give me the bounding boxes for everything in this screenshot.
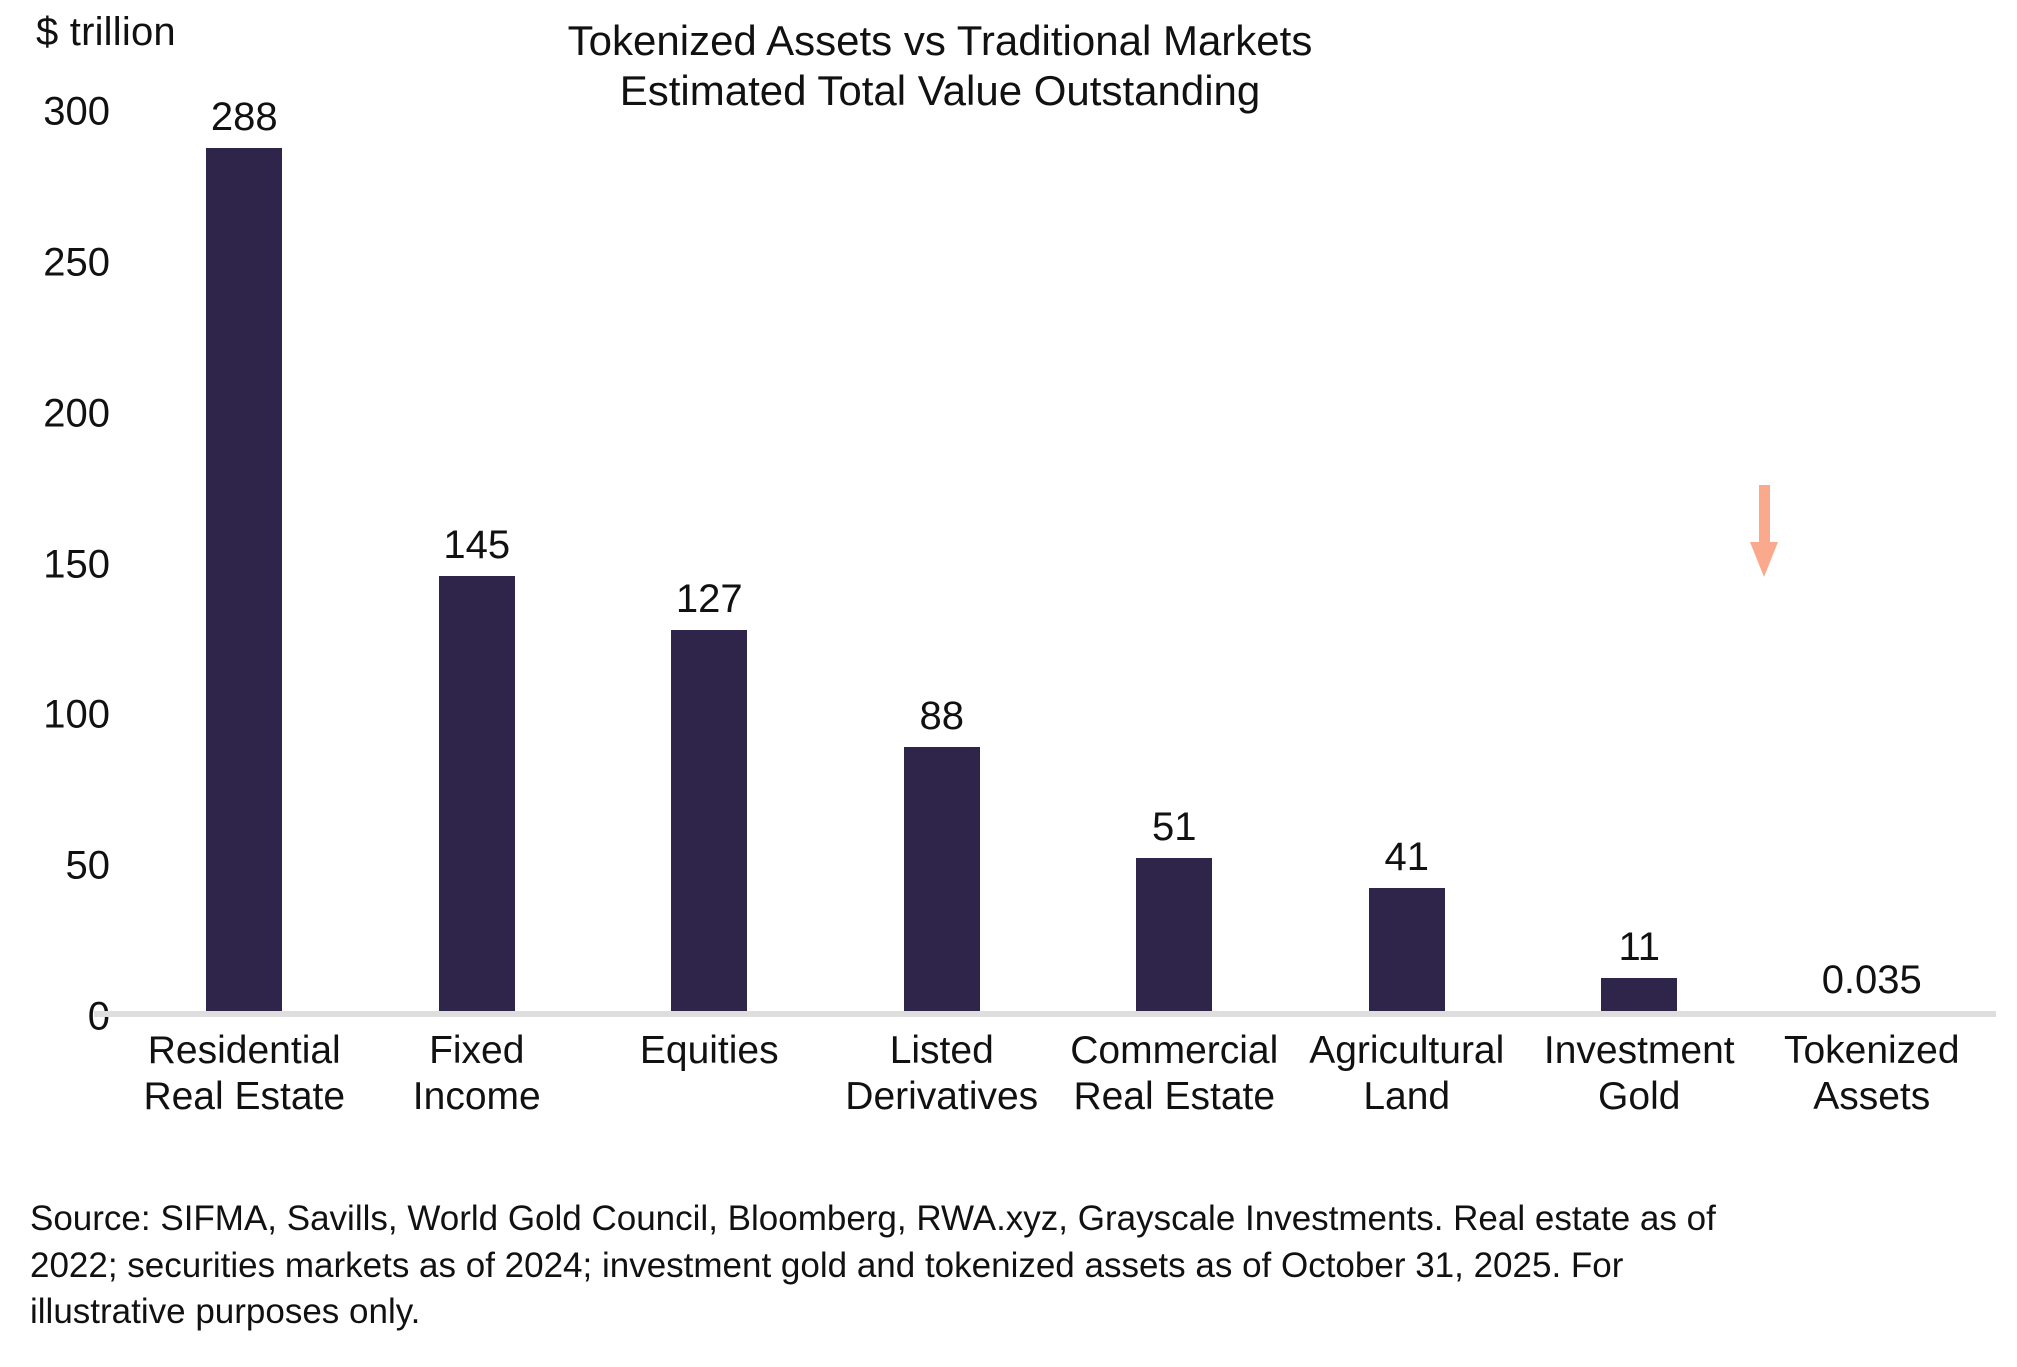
bar-slot-tokenized-assets[interactable]: 0.035	[1756, 112, 1989, 1011]
x-label-line: Tokenized	[1783, 1029, 1960, 1072]
source-line: Source: SIFMA, Savills, World Gold Counc…	[30, 1199, 1716, 1238]
x-label-line: Investment	[1543, 1029, 1735, 1072]
bar-slot-equities[interactable]: 127	[593, 112, 826, 1011]
y-tick-0: 0	[88, 995, 110, 1040]
x-label-line: Agricultural	[1309, 1029, 1505, 1072]
bar-rect[interactable]	[671, 630, 748, 1011]
bar-series: 288 145 127 88 51 41 11 0.035	[128, 95, 1989, 1011]
arrow-head	[1750, 542, 1778, 577]
chart-title: Tokenized Assets vs Traditional Markets	[567, 17, 1313, 64]
down-arrow-icon	[1744, 485, 1784, 577]
arrow-shaft	[1759, 485, 1770, 547]
bar-value-label: 51	[1152, 805, 1197, 850]
x-label-line: Residential	[147, 1029, 341, 1072]
bar-slot-listed-derivatives[interactable]: 88	[826, 112, 1059, 1011]
bar-value-label: 0.035	[1821, 958, 1922, 1002]
bar-slot-investment-gold[interactable]: 11	[1523, 112, 1756, 1011]
bar-value-label: 88	[919, 694, 965, 739]
y-tick-250: 250	[43, 240, 110, 285]
bar-slot-fixed-income[interactable]: 145	[361, 112, 594, 1011]
y-tick-200: 200	[43, 391, 110, 436]
x-label-tokenized-assets: Tokenized Assets	[1756, 1028, 1989, 1120]
source-line: 2022; securities markets as of 2024; inv…	[30, 1245, 1624, 1285]
source-note: Source: SIFMA, Savills, World Gold Counc…	[30, 1196, 1990, 1336]
bar-rect[interactable]	[1368, 888, 1445, 1011]
source-line: illustrative purposes only.	[30, 1292, 421, 1332]
x-label-agricultural-land: Agricultural Land	[1291, 1028, 1524, 1120]
x-label-line: Listed	[889, 1029, 994, 1072]
bar-value-label: 127	[675, 577, 743, 622]
bar-slot-commercial-real-estate[interactable]: 51	[1058, 112, 1291, 1011]
bar-value-label: 145	[443, 523, 511, 568]
x-label-commercial-real-estate: Commercial Real Estate	[1058, 1028, 1291, 1120]
bar-slot-agricultural-land[interactable]: 41	[1291, 112, 1524, 1011]
x-label-line: Real Estate	[143, 1075, 346, 1119]
bar-rect[interactable]	[903, 747, 980, 1011]
bar-rect[interactable]	[438, 576, 515, 1011]
x-label-listed-derivatives: Listed Derivatives	[826, 1028, 1059, 1120]
x-label-line: Real Estate	[1073, 1075, 1276, 1119]
y-tick-300: 300	[43, 89, 110, 134]
y-axis-unit-label: $ trillion	[36, 10, 176, 54]
y-tick-50: 50	[65, 843, 111, 888]
chart-subtitle: Estimated Total Value Outstanding	[619, 66, 1261, 114]
bar-value-label: 11	[1618, 925, 1661, 970]
x-label-equities: Equities	[593, 1028, 826, 1120]
x-label-line: Gold	[1598, 1075, 1681, 1119]
x-axis-baseline	[94, 1011, 1996, 1017]
bar-value-label: 288	[210, 94, 278, 139]
bar-slot-residential-real-estate[interactable]: 288	[128, 95, 361, 1011]
x-label-line: Equities	[639, 1029, 779, 1072]
x-label-line: Derivatives	[845, 1075, 1039, 1119]
x-label-line: Commercial	[1070, 1029, 1279, 1072]
x-label-line: Land	[1363, 1075, 1451, 1119]
bar-rect[interactable]	[1601, 978, 1678, 1011]
x-label-line: Assets	[1813, 1075, 1931, 1119]
bar-value-label: 41	[1384, 835, 1430, 880]
x-axis-labels: Residential Real Estate Fixed Income Equ…	[128, 1028, 1988, 1120]
x-label-line: Income	[412, 1075, 541, 1119]
bar-rect[interactable]	[206, 147, 283, 1011]
plot-area: 300 250 200 150 100 50 0 288 145 127 88 …	[43, 90, 1996, 1039]
y-tick-150: 150	[43, 542, 110, 586]
y-tick-100: 100	[43, 692, 110, 737]
bar-rect[interactable]	[1136, 858, 1213, 1011]
chart-title-block: Tokenized Assets vs Traditional Markets …	[260, 16, 1620, 115]
x-label-fixed-income: Fixed Income	[361, 1028, 594, 1120]
x-label-residential-real-estate: Residential Real Estate	[128, 1028, 361, 1120]
x-label-investment-gold: Investment Gold	[1523, 1028, 1756, 1120]
x-label-line: Fixed	[429, 1029, 525, 1072]
